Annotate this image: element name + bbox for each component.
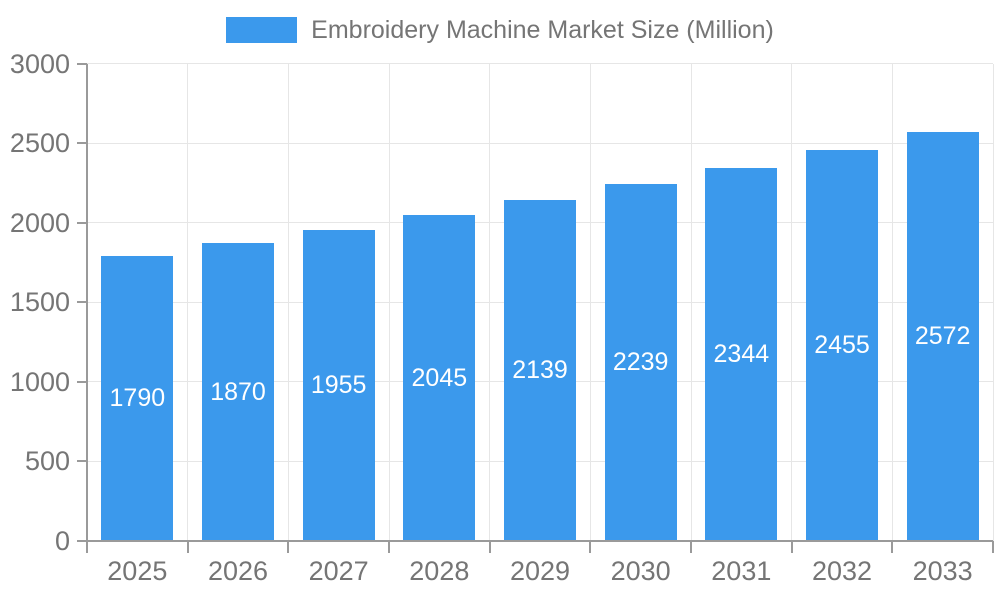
bar-value-label: 2344 bbox=[713, 340, 770, 369]
x-tick bbox=[287, 540, 290, 553]
x-tick bbox=[86, 540, 88, 553]
x-tick bbox=[589, 540, 592, 553]
x-axis-line bbox=[86, 539, 993, 542]
x-tick bbox=[488, 540, 491, 553]
v-gridline bbox=[287, 63, 289, 541]
x-tick-label: 2033 bbox=[912, 556, 973, 586]
bar bbox=[403, 215, 476, 541]
x-tick-label: 2029 bbox=[509, 556, 571, 586]
x-tick bbox=[891, 540, 894, 553]
legend-swatch[interactable] bbox=[226, 17, 298, 43]
y-tick-label: 500 bbox=[24, 446, 70, 476]
legend[interactable]: Embroidery Machine Market Size (Million) bbox=[0, 16, 1000, 44]
v-gridline bbox=[589, 63, 591, 541]
x-tick bbox=[186, 540, 189, 553]
x-tick-label: 2030 bbox=[610, 556, 671, 586]
v-gridline bbox=[891, 63, 893, 541]
y-tick bbox=[77, 460, 87, 462]
v-gridline bbox=[690, 63, 692, 541]
bar-value-label: 2572 bbox=[914, 322, 971, 351]
bar-value-label: 2045 bbox=[411, 363, 468, 392]
v-gridline bbox=[187, 63, 189, 541]
x-tick-label: 2028 bbox=[409, 556, 470, 586]
y-tick bbox=[77, 301, 87, 303]
y-tick-label: 0 bbox=[54, 525, 70, 556]
y-tick-label: 2000 bbox=[9, 207, 70, 238]
h-gridline bbox=[87, 63, 993, 64]
y-tick bbox=[77, 380, 87, 383]
y-tick-label: 1500 bbox=[9, 287, 70, 317]
y-tick-label: 3000 bbox=[9, 48, 70, 79]
bar-value-label: 2455 bbox=[814, 331, 870, 360]
bar bbox=[705, 167, 778, 541]
x-tick bbox=[388, 540, 390, 553]
v-gridline bbox=[992, 63, 994, 541]
x-tick-label: 2025 bbox=[107, 556, 168, 586]
y-axis-line bbox=[86, 63, 88, 542]
v-gridline bbox=[489, 63, 491, 541]
bar bbox=[806, 150, 878, 541]
x-tick bbox=[992, 540, 994, 553]
h-gridline bbox=[87, 142, 993, 144]
x-tick bbox=[790, 540, 793, 553]
x-tick-label: 2026 bbox=[207, 556, 269, 586]
bar-value-label: 1955 bbox=[310, 371, 367, 400]
bar-value-label: 2239 bbox=[612, 348, 669, 377]
bar bbox=[101, 255, 174, 541]
bar-value-label: 1790 bbox=[109, 384, 166, 413]
v-gridline bbox=[388, 63, 390, 541]
bar bbox=[504, 200, 576, 541]
bar bbox=[302, 229, 375, 541]
y-tick bbox=[77, 62, 87, 65]
bar bbox=[906, 131, 979, 541]
bar bbox=[604, 184, 677, 541]
x-tick-label: 2032 bbox=[811, 556, 873, 586]
v-gridline bbox=[791, 63, 793, 541]
x-tick bbox=[690, 540, 692, 553]
bar-value-label: 2139 bbox=[512, 356, 568, 385]
x-tick-label: 2031 bbox=[711, 556, 772, 586]
bar-value-label: 1870 bbox=[210, 377, 266, 406]
bar bbox=[202, 243, 274, 541]
y-tick-label: 2500 bbox=[9, 128, 70, 158]
y-tick-label: 1000 bbox=[9, 366, 70, 397]
legend-label[interactable]: Embroidery Machine Market Size (Million) bbox=[311, 16, 774, 44]
y-tick bbox=[77, 539, 87, 542]
x-tick-label: 2027 bbox=[308, 556, 369, 586]
y-tick bbox=[77, 221, 87, 224]
y-tick bbox=[77, 142, 87, 144]
